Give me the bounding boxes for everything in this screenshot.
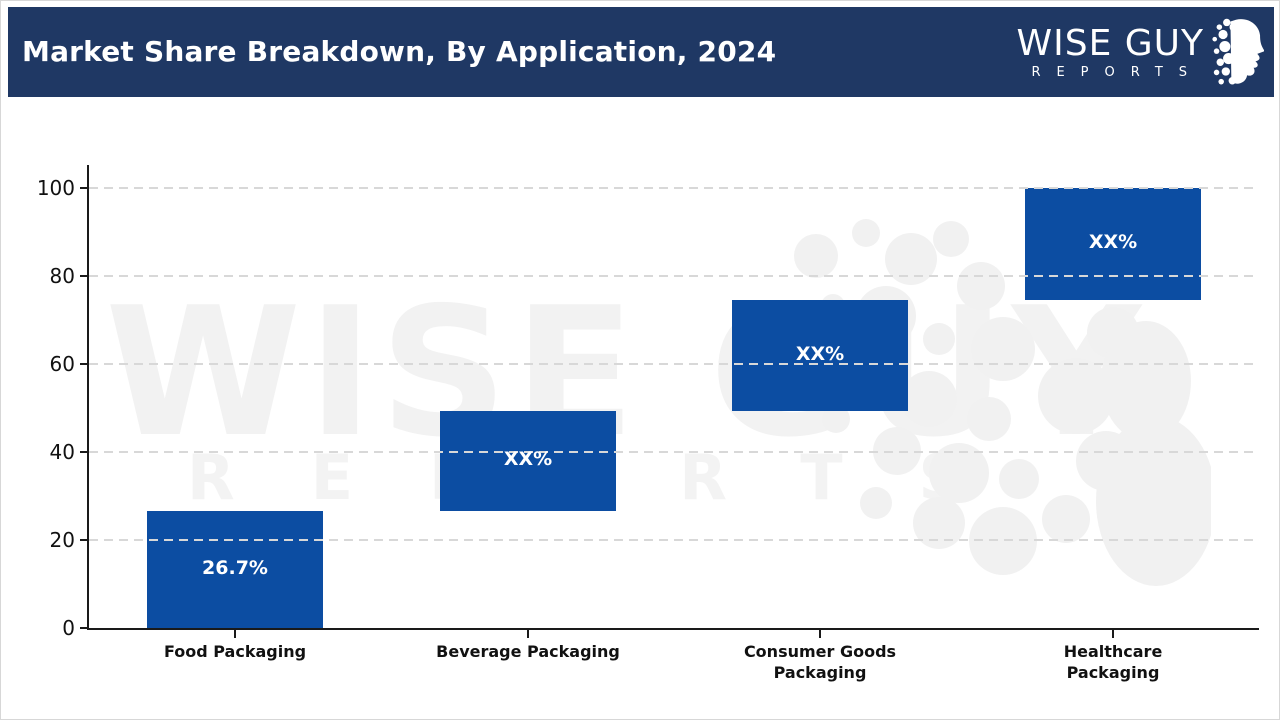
y-tick-label: 100 bbox=[36, 176, 75, 200]
gridline bbox=[89, 187, 1259, 189]
y-tick bbox=[80, 627, 88, 629]
y-tick-label: 0 bbox=[62, 616, 75, 640]
x-tick bbox=[1112, 630, 1114, 638]
x-tick-label: Beverage Packaging bbox=[436, 642, 620, 661]
bar-beverage-packaging bbox=[440, 411, 616, 511]
y-tick bbox=[80, 275, 88, 277]
gridline bbox=[89, 363, 1259, 365]
logo-text: WISE GUY REPORTS bbox=[1017, 24, 1205, 82]
x-tick-label: Food Packaging bbox=[163, 642, 307, 661]
x-tick-label: Healthcare Packaging bbox=[1063, 642, 1163, 682]
header: Market Share Breakdown, By Application, … bbox=[8, 7, 1274, 97]
gridline bbox=[89, 275, 1259, 277]
x-tick bbox=[527, 630, 529, 638]
x-tick bbox=[819, 630, 821, 638]
logo-wordmark: WISE GUY bbox=[1016, 23, 1204, 64]
bar-value-label: XX% bbox=[1088, 231, 1138, 253]
bar-food-packaging bbox=[147, 511, 323, 628]
logo-face-icon bbox=[1212, 18, 1264, 85]
x-tick bbox=[234, 630, 236, 638]
y-tick-label: 80 bbox=[49, 264, 75, 288]
y-tick-label: 20 bbox=[49, 528, 75, 552]
wise-guy-logo: WISE GUY REPORTS bbox=[1017, 14, 1264, 92]
x-tick-label: Consumer Goods Packaging bbox=[743, 642, 897, 682]
y-tick-label: 60 bbox=[49, 352, 75, 376]
gridline bbox=[89, 539, 1259, 541]
y-tick-label: 40 bbox=[49, 440, 75, 464]
bar-value-label: XX% bbox=[503, 448, 553, 470]
x-axis-line bbox=[87, 628, 1259, 630]
y-tick bbox=[80, 451, 88, 453]
chart-title: Market Share Breakdown, By Application, … bbox=[22, 35, 777, 68]
bar-value-label: XX% bbox=[795, 343, 845, 365]
bar-value-label: 26.7% bbox=[202, 557, 268, 579]
bar-healthcare-packaging bbox=[1025, 188, 1201, 300]
gridline bbox=[89, 451, 1259, 453]
y-tick bbox=[80, 539, 88, 541]
bar-consumer-goods-packaging bbox=[732, 300, 908, 411]
y-tick bbox=[80, 363, 88, 365]
y-axis-line bbox=[87, 165, 89, 630]
y-tick bbox=[80, 187, 88, 189]
logo-subtext: REPORTS bbox=[1031, 65, 1204, 80]
